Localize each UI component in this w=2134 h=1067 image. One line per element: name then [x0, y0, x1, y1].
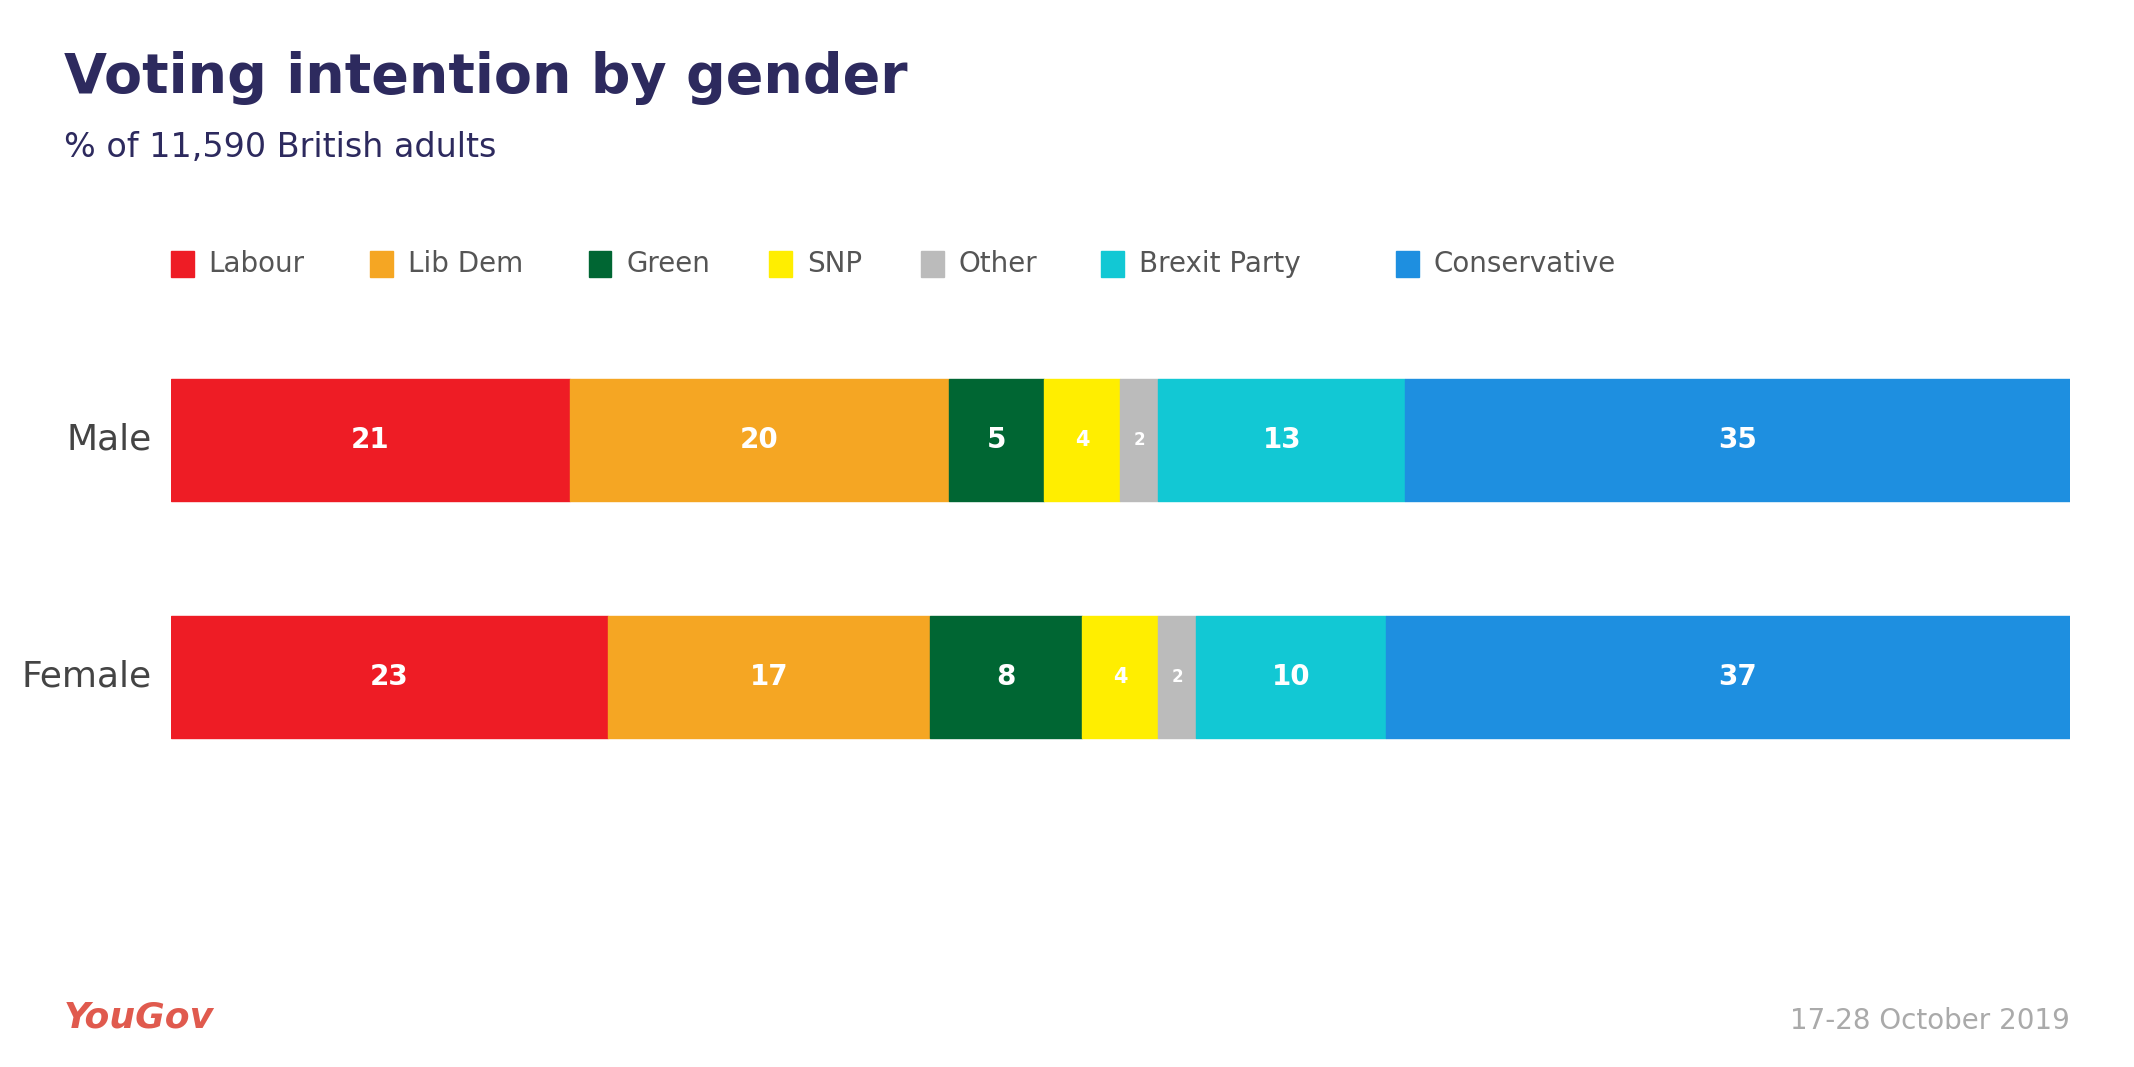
Text: SNP: SNP	[807, 250, 862, 277]
Bar	[608, 616, 930, 737]
Bar	[950, 379, 1044, 500]
Text: Male: Male	[66, 423, 152, 457]
Text: Green: Green	[627, 250, 711, 277]
Text: 37: 37	[1718, 663, 1756, 690]
Text: Conservative: Conservative	[1434, 250, 1615, 277]
Bar	[1044, 379, 1120, 500]
Bar	[922, 251, 943, 276]
Text: 35: 35	[1718, 426, 1756, 453]
Bar	[589, 251, 610, 276]
Text: Brexit Party: Brexit Party	[1140, 250, 1302, 277]
Text: 5: 5	[988, 426, 1007, 453]
Bar	[369, 251, 393, 276]
Bar	[1406, 379, 2070, 500]
Text: 2: 2	[1172, 668, 1182, 686]
Bar	[1082, 616, 1159, 737]
Text: 2: 2	[1133, 431, 1146, 449]
Text: 17-28 October 2019: 17-28 October 2019	[1790, 1007, 2070, 1035]
Bar	[1159, 616, 1197, 737]
Text: % of 11,590 British adults: % of 11,590 British adults	[64, 130, 497, 163]
Text: Voting intention by gender: Voting intention by gender	[64, 51, 907, 105]
Text: 23: 23	[369, 663, 408, 690]
Text: Female: Female	[21, 659, 152, 694]
Text: 20: 20	[740, 426, 779, 453]
Text: YouGov: YouGov	[64, 1001, 213, 1035]
Text: 10: 10	[1272, 663, 1310, 690]
Bar	[171, 251, 194, 276]
Bar	[570, 379, 950, 500]
Bar	[1159, 379, 1406, 500]
Text: 4: 4	[1076, 430, 1090, 450]
Bar	[1396, 251, 1419, 276]
Text: 4: 4	[1114, 667, 1127, 687]
Text: 17: 17	[749, 663, 787, 690]
Text: 8: 8	[997, 663, 1016, 690]
Text: Labour: Labour	[209, 250, 305, 277]
Text: 13: 13	[1263, 426, 1302, 453]
Bar	[1101, 251, 1125, 276]
Bar	[768, 251, 792, 276]
Bar	[1387, 616, 2089, 737]
Bar	[1120, 379, 1159, 500]
Bar	[1197, 616, 1387, 737]
Text: 21: 21	[350, 426, 388, 453]
Text: Lib Dem: Lib Dem	[408, 250, 523, 277]
Bar	[171, 616, 608, 737]
Bar	[930, 616, 1082, 737]
Bar	[171, 379, 570, 500]
Text: Other: Other	[958, 250, 1037, 277]
